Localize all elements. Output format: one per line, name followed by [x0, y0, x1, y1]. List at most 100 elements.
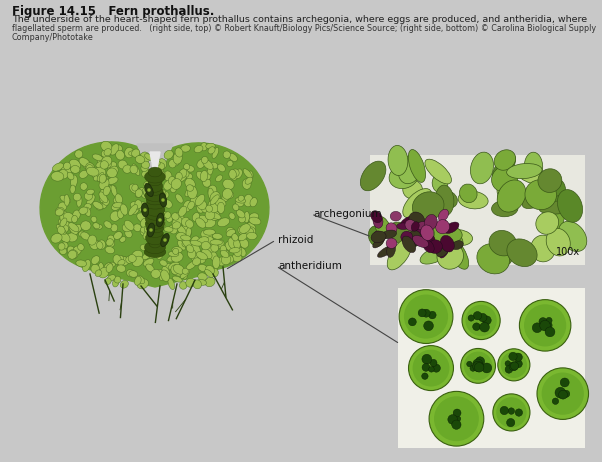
Ellipse shape: [492, 154, 515, 182]
Ellipse shape: [169, 262, 179, 270]
Ellipse shape: [145, 213, 164, 225]
Ellipse shape: [223, 250, 229, 256]
Ellipse shape: [187, 186, 197, 199]
Ellipse shape: [182, 221, 191, 231]
Ellipse shape: [163, 192, 169, 198]
Ellipse shape: [440, 235, 455, 252]
Ellipse shape: [135, 188, 145, 197]
Ellipse shape: [59, 222, 66, 231]
Ellipse shape: [140, 227, 149, 233]
Circle shape: [452, 420, 461, 429]
Text: flagellated sperm are produced.   (right side, top) © Robert Knauft/Biology Pics: flagellated sperm are produced. (right s…: [12, 24, 596, 33]
Ellipse shape: [70, 175, 78, 188]
Ellipse shape: [155, 166, 162, 173]
Ellipse shape: [435, 219, 450, 234]
Ellipse shape: [148, 177, 162, 186]
Ellipse shape: [111, 185, 117, 196]
Ellipse shape: [126, 256, 133, 263]
Ellipse shape: [402, 236, 416, 253]
Ellipse shape: [420, 224, 441, 249]
Ellipse shape: [110, 144, 119, 155]
Ellipse shape: [96, 203, 105, 210]
Ellipse shape: [168, 278, 175, 290]
Ellipse shape: [87, 195, 95, 206]
Ellipse shape: [85, 163, 95, 172]
Ellipse shape: [105, 246, 114, 254]
Ellipse shape: [201, 230, 213, 241]
Circle shape: [473, 311, 482, 320]
Ellipse shape: [99, 267, 109, 278]
Ellipse shape: [141, 203, 149, 217]
Ellipse shape: [172, 217, 182, 229]
Ellipse shape: [538, 169, 562, 193]
Ellipse shape: [154, 269, 166, 275]
Ellipse shape: [507, 239, 537, 267]
Ellipse shape: [131, 250, 143, 260]
Ellipse shape: [101, 156, 112, 166]
Ellipse shape: [229, 170, 237, 179]
Circle shape: [158, 218, 162, 222]
Ellipse shape: [187, 166, 194, 172]
Ellipse shape: [554, 195, 572, 210]
Ellipse shape: [202, 249, 212, 259]
Ellipse shape: [177, 225, 186, 235]
Ellipse shape: [438, 220, 448, 232]
Ellipse shape: [182, 268, 188, 274]
Ellipse shape: [134, 224, 141, 231]
Ellipse shape: [161, 233, 169, 247]
Ellipse shape: [203, 160, 213, 170]
Ellipse shape: [111, 203, 120, 210]
Ellipse shape: [231, 173, 238, 180]
Ellipse shape: [81, 221, 91, 231]
Ellipse shape: [190, 196, 200, 205]
Circle shape: [448, 414, 458, 424]
Ellipse shape: [155, 225, 164, 231]
Ellipse shape: [557, 189, 583, 222]
Ellipse shape: [405, 219, 417, 231]
Ellipse shape: [217, 218, 229, 227]
Ellipse shape: [197, 237, 208, 245]
Ellipse shape: [180, 170, 189, 178]
Ellipse shape: [93, 201, 103, 209]
Ellipse shape: [153, 174, 163, 186]
Text: 100x: 100x: [556, 247, 580, 257]
Ellipse shape: [96, 242, 103, 249]
Ellipse shape: [146, 224, 164, 233]
Ellipse shape: [118, 256, 128, 262]
Ellipse shape: [145, 261, 152, 270]
Ellipse shape: [122, 224, 131, 232]
Ellipse shape: [90, 240, 99, 249]
Circle shape: [501, 352, 527, 378]
Ellipse shape: [118, 260, 125, 265]
Ellipse shape: [104, 263, 113, 271]
Ellipse shape: [361, 161, 386, 191]
Circle shape: [429, 311, 436, 319]
Ellipse shape: [104, 221, 112, 228]
Ellipse shape: [144, 189, 166, 201]
Ellipse shape: [143, 259, 154, 266]
Ellipse shape: [108, 262, 116, 267]
Ellipse shape: [106, 239, 113, 246]
Ellipse shape: [125, 230, 132, 238]
Ellipse shape: [162, 266, 170, 276]
Ellipse shape: [247, 171, 253, 182]
Circle shape: [559, 390, 568, 399]
Ellipse shape: [73, 161, 80, 172]
Ellipse shape: [151, 269, 161, 278]
Ellipse shape: [78, 243, 84, 250]
Ellipse shape: [232, 204, 239, 211]
Ellipse shape: [130, 201, 141, 209]
Ellipse shape: [497, 182, 516, 201]
Ellipse shape: [82, 260, 90, 272]
Ellipse shape: [203, 170, 211, 180]
Ellipse shape: [120, 280, 128, 288]
Circle shape: [422, 309, 430, 317]
Ellipse shape: [81, 232, 90, 240]
Ellipse shape: [73, 193, 81, 201]
Ellipse shape: [445, 236, 469, 269]
Ellipse shape: [128, 255, 136, 262]
Ellipse shape: [185, 220, 193, 228]
Circle shape: [514, 360, 523, 368]
Ellipse shape: [439, 247, 448, 258]
Ellipse shape: [193, 280, 202, 289]
